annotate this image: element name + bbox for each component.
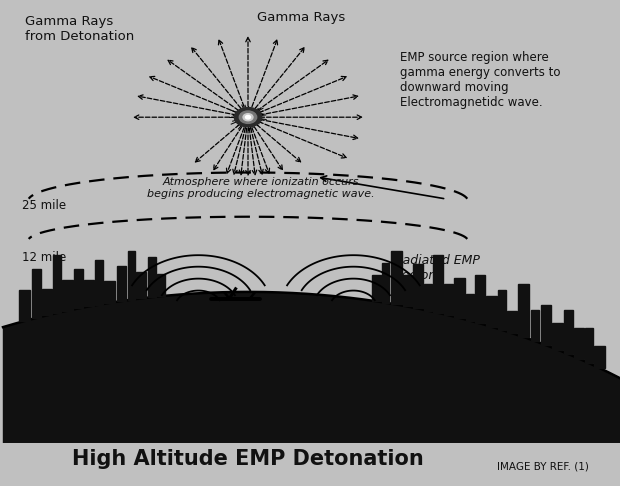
Bar bbox=[518, 284, 529, 337]
Bar bbox=[157, 274, 165, 296]
Bar bbox=[585, 328, 593, 363]
Bar bbox=[372, 275, 381, 301]
Bar bbox=[475, 275, 485, 323]
Bar bbox=[413, 264, 423, 309]
Circle shape bbox=[246, 116, 250, 119]
Bar bbox=[574, 328, 584, 359]
Text: EMP source region where
gamma energy converts to
downward moving
Electromagnetid: EMP source region where gamma energy con… bbox=[400, 51, 560, 109]
Bar bbox=[382, 263, 389, 303]
Text: IMAGE BY REF. (1): IMAGE BY REF. (1) bbox=[497, 462, 589, 471]
Bar bbox=[486, 296, 497, 327]
Bar bbox=[42, 289, 52, 315]
Text: Radiated EMP
Region: Radiated EMP Region bbox=[394, 254, 480, 281]
Text: 12 mile: 12 mile bbox=[22, 251, 66, 264]
Bar bbox=[531, 310, 539, 341]
Bar bbox=[433, 255, 443, 312]
Bar bbox=[594, 346, 605, 368]
Bar bbox=[444, 284, 453, 315]
Bar bbox=[53, 256, 61, 313]
Bar bbox=[424, 284, 432, 311]
Bar bbox=[498, 290, 506, 330]
Bar bbox=[136, 272, 146, 298]
Bar bbox=[19, 290, 30, 321]
Bar bbox=[541, 305, 551, 345]
Bar bbox=[552, 323, 563, 349]
Circle shape bbox=[239, 111, 257, 123]
Circle shape bbox=[234, 107, 262, 127]
Bar bbox=[391, 251, 402, 304]
Text: Gamma Rays: Gamma Rays bbox=[257, 11, 345, 24]
Bar bbox=[95, 260, 103, 305]
Text: Gamma Rays
from Detonation: Gamma Rays from Detonation bbox=[25, 16, 134, 43]
Bar bbox=[62, 279, 73, 311]
Bar bbox=[84, 280, 94, 306]
Bar bbox=[74, 269, 83, 308]
Bar bbox=[507, 311, 517, 333]
Bar bbox=[148, 257, 156, 297]
Bar bbox=[104, 281, 115, 303]
Bar bbox=[466, 294, 474, 321]
Text: 25 mile: 25 mile bbox=[22, 199, 66, 212]
Bar bbox=[32, 269, 41, 318]
Circle shape bbox=[243, 114, 253, 121]
Bar bbox=[117, 266, 126, 301]
Bar bbox=[454, 278, 465, 318]
Bar bbox=[403, 276, 412, 307]
Bar bbox=[564, 310, 573, 354]
Text: Systems within line-of-sight will
sustain damage.: Systems within line-of-sight will sustai… bbox=[168, 342, 378, 370]
Bar bbox=[128, 251, 135, 300]
Text: Atmosphere where ionizatin occurs
begins producing electromagnetic wave.: Atmosphere where ionizatin occurs begins… bbox=[146, 177, 374, 199]
Text: High Altitude EMP Detonation: High Altitude EMP Detonation bbox=[72, 449, 424, 469]
